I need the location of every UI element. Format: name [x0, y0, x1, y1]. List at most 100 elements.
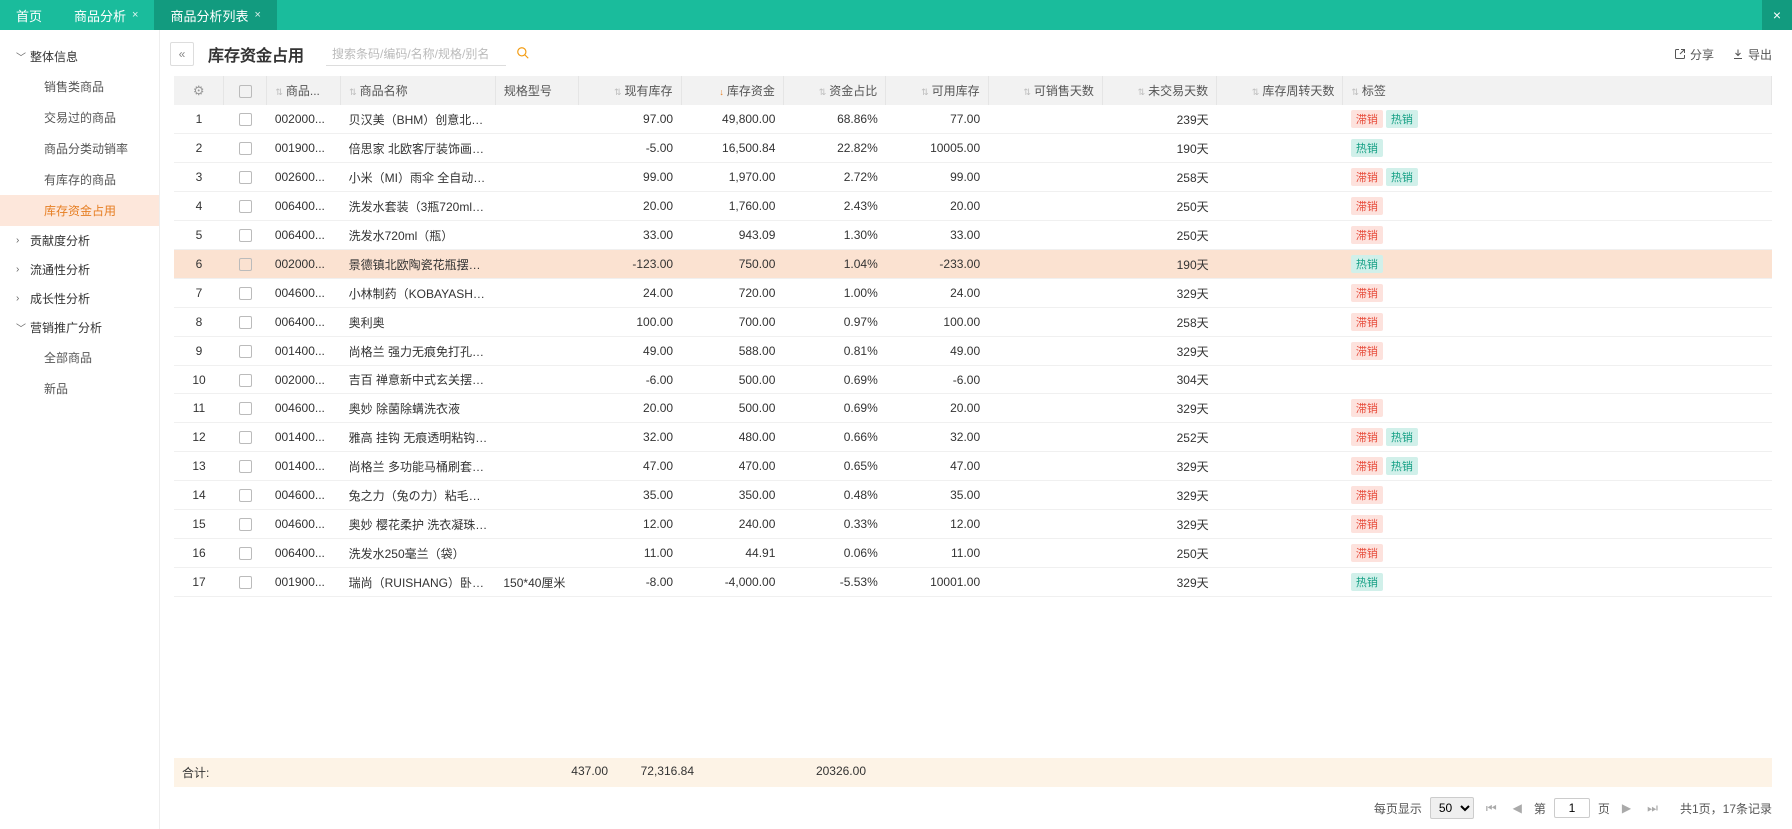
close-icon[interactable]: ×	[254, 9, 260, 21]
sidebar-item[interactable]: 有库存的商品	[0, 164, 159, 195]
table-row[interactable]: 12001400...雅高 挂钩 无痕透明粘钩 强32.00480.000.66…	[174, 423, 1772, 452]
cell-tags: 滞销	[1343, 192, 1772, 221]
column-header-stock[interactable]: 现有库存	[579, 76, 681, 105]
row-checkbox[interactable]	[239, 431, 252, 444]
column-header-days[interactable]: 可销售天数	[988, 76, 1102, 105]
tag-slow: 滞销	[1351, 515, 1383, 533]
row-checkbox[interactable]	[239, 113, 252, 126]
table-row[interactable]: 7004600...小林制药（KOBAYASHI）日24.00720.001.0…	[174, 279, 1772, 308]
cell-stock: 47.00	[579, 452, 681, 481]
cell-days	[988, 366, 1102, 394]
column-header-name[interactable]: 商品名称	[341, 76, 496, 105]
cell-idx: 7	[174, 279, 224, 308]
column-header-pct[interactable]: 资金占比	[783, 76, 885, 105]
cell-avail: -6.00	[886, 366, 988, 394]
sidebar-item[interactable]: 交易过的商品	[0, 102, 159, 133]
row-checkbox[interactable]	[239, 229, 252, 242]
table-row[interactable]: 9001400...尚格兰 强力无痕免打孔浴室49.00588.000.81%4…	[174, 337, 1772, 366]
gear-icon[interactable]: ⚙	[193, 83, 205, 98]
sidebar-group[interactable]: ›贡献度分析	[0, 226, 159, 255]
table-row[interactable]: 4006400...洗发水套装（3瓶720ml+1...20.001,760.0…	[174, 192, 1772, 221]
column-header-turn[interactable]: 库存周转天数	[1217, 76, 1343, 105]
table-row[interactable]: 10002000...吉百 禅意新中式玄关摆件客-6.00500.000.69%…	[174, 366, 1772, 394]
tab-商品分析列表[interactable]: 商品分析列表×	[154, 0, 276, 30]
search-icon[interactable]	[516, 46, 530, 63]
close-all-button[interactable]: ×	[1762, 0, 1792, 30]
cell-pct: 2.43%	[783, 192, 885, 221]
row-checkbox[interactable]	[239, 489, 252, 502]
tab-首页[interactable]: 首页	[0, 0, 58, 30]
row-checkbox[interactable]	[239, 402, 252, 415]
sidebar-item[interactable]: 新品	[0, 373, 159, 404]
column-header-avail[interactable]: 可用库存	[886, 76, 988, 105]
row-checkbox[interactable]	[239, 316, 252, 329]
sidebar-item[interactable]: 库存资金占用	[0, 195, 159, 226]
table-row[interactable]: 16006400...洗发水250毫兰（袋）11.0044.910.06%11.…	[174, 539, 1772, 568]
sidebar-item[interactable]: 商品分类动销率	[0, 133, 159, 164]
sidebar-group[interactable]: ﹀营销推广分析	[0, 313, 159, 342]
cell-fund: 1,760.00	[681, 192, 783, 221]
row-checkbox[interactable]	[239, 200, 252, 213]
cell-spec	[495, 394, 578, 423]
row-checkbox[interactable]	[239, 258, 252, 271]
column-header-tags[interactable]: 标签	[1343, 76, 1772, 105]
table-row[interactable]: 2001900...倍思家 北欧客厅装饰画卧室-5.0016,500.8422.…	[174, 134, 1772, 163]
cell-turn	[1217, 279, 1343, 308]
row-checkbox[interactable]	[239, 547, 252, 560]
prev-page-button[interactable]: ◀	[1509, 801, 1526, 815]
sidebar-item[interactable]: 销售类商品	[0, 71, 159, 102]
table-row[interactable]: 3002600...小米（MI）雨伞 全自动折叠99.001,970.002.7…	[174, 163, 1772, 192]
sidebar-group[interactable]: ›成长性分析	[0, 284, 159, 313]
perpage-select[interactable]: 50	[1430, 797, 1474, 819]
cell-stock: 11.00	[579, 539, 681, 568]
cell-spec	[495, 134, 578, 163]
column-header-fund[interactable]: 库存资金	[681, 76, 783, 105]
row-checkbox[interactable]	[239, 518, 252, 531]
row-checkbox[interactable]	[239, 287, 252, 300]
sidebar-group[interactable]: ›流通性分析	[0, 255, 159, 284]
cell-stock: 24.00	[579, 279, 681, 308]
column-header-spec: 规格型号	[495, 76, 578, 105]
collapse-sidebar-button[interactable]: «	[170, 42, 194, 66]
search-input[interactable]	[326, 43, 506, 66]
last-page-button[interactable]: ⏭	[1643, 801, 1662, 816]
row-checkbox[interactable]	[239, 345, 252, 358]
table-row[interactable]: 14004600...兔之力（兔の力）粘毛器粘35.00350.000.48%3…	[174, 481, 1772, 510]
row-checkbox[interactable]	[239, 171, 252, 184]
cell-notrade: 304天	[1102, 366, 1216, 394]
tag-slow: 滞销	[1351, 110, 1383, 128]
cell-chk	[224, 250, 267, 279]
table-row[interactable]: 15004600...奥妙 樱花柔护 洗衣凝珠 1012.00240.000.3…	[174, 510, 1772, 539]
table-row[interactable]: 11004600...奥妙 除菌除螨洗衣液20.00500.000.69%20.…	[174, 394, 1772, 423]
close-icon[interactable]: ×	[132, 9, 138, 21]
table-row[interactable]: 1002000...贝汉美（BHM）创意北欧...97.0049,800.006…	[174, 105, 1772, 134]
sidebar-group[interactable]: ﹀整体信息	[0, 42, 159, 71]
table-row[interactable]: 8006400...奥利奥100.00700.000.97%100.00258天…	[174, 308, 1772, 337]
row-checkbox[interactable]	[239, 576, 252, 589]
share-button[interactable]: 分享	[1674, 46, 1714, 63]
tab-商品分析[interactable]: 商品分析×	[58, 0, 154, 30]
row-checkbox[interactable]	[239, 374, 252, 387]
table-row[interactable]: 13001400...尚格兰 多功能马桶刷套装 带47.00470.000.65…	[174, 452, 1772, 481]
table-row[interactable]: 6002000...景德镇北欧陶瓷花瓶摆件 仿-123.00750.001.04…	[174, 250, 1772, 279]
page-input[interactable]	[1554, 798, 1590, 818]
row-checkbox[interactable]	[239, 142, 252, 155]
tag-hot: 热销	[1351, 573, 1383, 591]
first-page-button[interactable]: ⏮	[1482, 801, 1501, 816]
sidebar-item[interactable]: 全部商品	[0, 342, 159, 373]
column-header-code[interactable]: 商品...	[267, 76, 341, 105]
cell-days	[988, 539, 1102, 568]
select-all-checkbox[interactable]	[239, 85, 252, 98]
cell-turn	[1217, 105, 1343, 134]
cell-notrade: 329天	[1102, 279, 1216, 308]
cell-spec	[495, 308, 578, 337]
cell-chk	[224, 452, 267, 481]
next-page-button[interactable]: ▶	[1618, 801, 1635, 815]
column-header-idx: ⚙	[174, 76, 224, 105]
column-header-notrade[interactable]: 未交易天数	[1102, 76, 1216, 105]
table-row[interactable]: 17001900...瑞尚（RUISHANG）卧室...150*40厘米-8.0…	[174, 568, 1772, 597]
export-button[interactable]: 导出	[1732, 46, 1772, 63]
row-checkbox[interactable]	[239, 460, 252, 473]
chevron-right-icon: ›	[16, 293, 26, 304]
table-row[interactable]: 5006400...洗发水720ml（瓶）33.00943.091.30%33.…	[174, 221, 1772, 250]
